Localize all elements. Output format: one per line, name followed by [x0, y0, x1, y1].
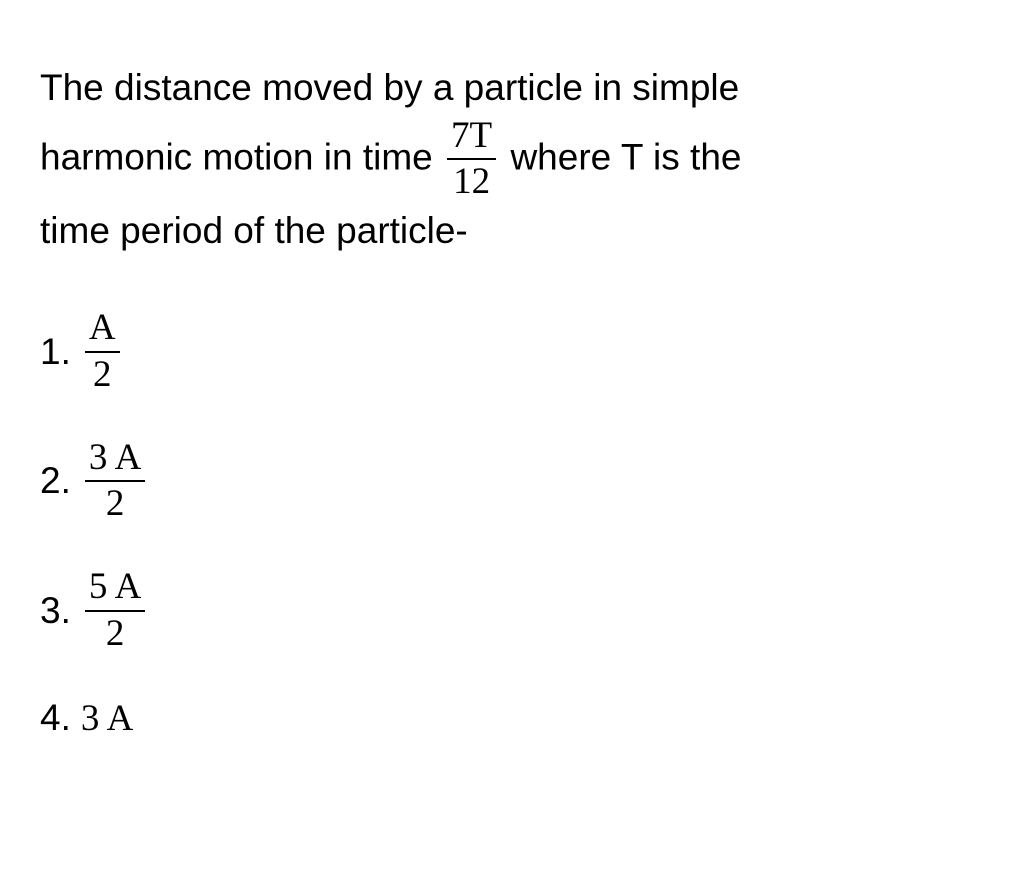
question-line3: time period of the particle- [40, 210, 468, 251]
options-list: 1. A 2 2. 3 A 2 3. 5 A 2 4. 3 A [40, 308, 984, 739]
option-4: 4. 3 A [40, 697, 984, 740]
option-number-4: 4. [40, 697, 71, 739]
question-line2-prefix: harmonic motion in time [40, 136, 433, 177]
option-2: 2. 3 A 2 [40, 438, 984, 525]
option-2-numerator: 3 A [85, 438, 145, 483]
option-1-denominator: 2 [85, 353, 120, 396]
fraction-denominator: 12 [447, 160, 496, 203]
option-4-text: 3 A [81, 697, 133, 740]
option-fraction-3: 5 A 2 [85, 567, 145, 654]
option-1-numerator: A [85, 308, 120, 353]
question-line1: The distance moved by a particle in simp… [40, 67, 739, 108]
question-text: The distance moved by a particle in simp… [40, 60, 984, 258]
fraction-numerator: 7T [447, 116, 496, 161]
option-1: 1. A 2 [40, 308, 984, 395]
option-3-numerator: 5 A [85, 567, 145, 612]
option-number-2: 2. [40, 460, 71, 502]
question-fraction: 7T 12 [447, 116, 496, 203]
option-3: 3. 5 A 2 [40, 567, 984, 654]
option-fraction-1: A 2 [85, 308, 120, 395]
option-number-3: 3. [40, 590, 71, 632]
question-line2-suffix: where T is the [510, 136, 741, 177]
option-number-1: 1. [40, 331, 71, 373]
option-fraction-2: 3 A 2 [85, 438, 145, 525]
option-2-denominator: 2 [85, 482, 145, 525]
option-3-denominator: 2 [85, 612, 145, 655]
